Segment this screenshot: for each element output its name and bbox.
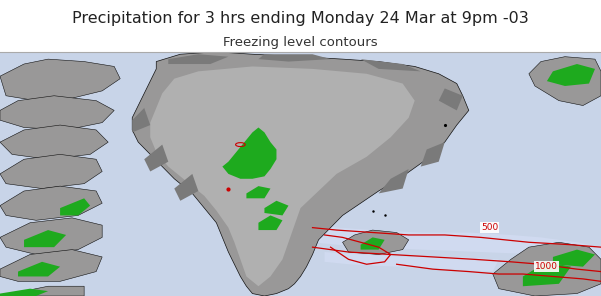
Polygon shape [547,64,595,86]
Polygon shape [132,108,150,132]
Polygon shape [258,54,331,62]
Polygon shape [168,54,228,64]
Polygon shape [258,215,282,230]
Polygon shape [0,289,48,296]
Polygon shape [150,67,415,286]
Polygon shape [0,250,102,281]
Polygon shape [379,169,409,194]
Polygon shape [313,223,601,259]
Polygon shape [264,201,288,215]
Polygon shape [529,57,601,105]
Polygon shape [0,125,108,159]
Polygon shape [246,186,270,198]
Polygon shape [0,96,114,130]
Polygon shape [174,174,198,201]
Polygon shape [361,59,421,71]
Polygon shape [421,142,445,167]
Polygon shape [553,250,595,267]
Text: 500: 500 [481,223,498,232]
Polygon shape [0,218,102,255]
Text: Precipitation for 3 hrs ending Monday 24 Mar at 9pm -03: Precipitation for 3 hrs ending Monday 24… [72,11,529,26]
Polygon shape [0,186,102,220]
Polygon shape [222,128,276,179]
Polygon shape [361,237,385,250]
Polygon shape [325,252,499,272]
Polygon shape [132,52,469,296]
Polygon shape [60,198,90,215]
Polygon shape [439,89,463,110]
Polygon shape [24,230,66,247]
Polygon shape [144,144,168,171]
Text: Freezing level contours: Freezing level contours [223,36,378,49]
Polygon shape [18,262,60,276]
Polygon shape [0,155,102,189]
Polygon shape [343,230,409,255]
Text: 1000: 1000 [535,262,558,271]
Polygon shape [0,286,84,296]
Polygon shape [0,59,120,101]
Polygon shape [493,242,601,296]
Polygon shape [523,262,571,286]
